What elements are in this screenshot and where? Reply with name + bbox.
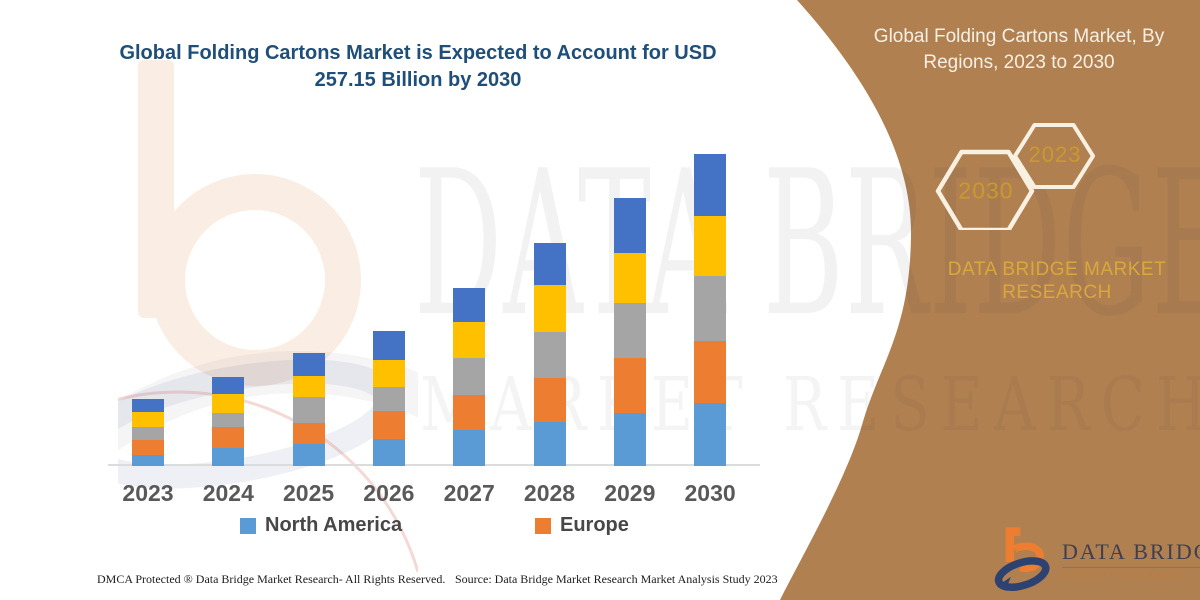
x-axis-baseline [108,464,760,466]
x-axis-label-2029: 2029 [604,480,656,506]
bar-segment [613,358,646,413]
bar-segment [453,358,486,395]
legend-label: North America [265,514,403,536]
x-axis-label-2027: 2027 [443,480,495,506]
x-axis-labels: 2023 2024 2025 2026 2027 2028 2029 2030 [100,480,760,506]
data-bridge-logo-icon [994,527,1050,592]
side-panel-title: Global Folding Cartons Market, By Region… [845,24,1193,76]
bar-2027 [453,288,486,466]
bar-segment [212,413,245,427]
hexagon-2023 [1013,123,1095,189]
legend-label: Europe [560,514,629,536]
bar-2023 [132,399,164,466]
x-axis-label-2025: 2025 [283,480,335,506]
bar-segment [613,303,646,358]
legend-item-europe: Europe [535,514,629,537]
bar-segment [372,331,405,360]
bar-segment [694,341,727,403]
bar-2028 [533,243,566,466]
bar-segment [694,403,727,466]
hexagon-2030 [935,149,1035,230]
bar-segment [132,455,164,466]
bar-segment [453,322,486,358]
chart-title: Global Folding Cartons Market is Expecte… [102,40,734,94]
bar-segment [212,377,245,394]
bar-segment [694,216,727,276]
logo-name: DATA BRIDGE [1062,539,1200,568]
stacked-bar-chart [100,140,760,466]
bar-segment [132,427,164,440]
bar-segment [132,440,164,455]
bar-segment [292,353,325,376]
source-text: Source: Data Bridge Market Research Mark… [455,572,778,586]
bar-2029 [613,198,646,466]
legend-swatch [535,517,551,534]
hexagon-graphics [935,123,1095,230]
hexagon-year-2023: 2023 [1028,142,1082,167]
brand-wordmark: DATA BRIDGE MARKET RESEARCH [928,258,1186,304]
bar-segment [212,427,245,448]
chart-title-line1: Global Folding Cartons Market is Expecte… [119,42,717,64]
hexagon-year-2030: 2030 [958,177,1014,204]
legend-swatch [240,517,256,534]
bar-segment [372,387,405,411]
bar-segment [292,376,325,397]
bar-segment [292,444,325,466]
brand-line2: RESEARCH [1002,282,1112,303]
logo-words: DATA BRIDGE MARKET RESEARCH [1062,539,1200,580]
bar-2030 [694,154,727,466]
bar-segment [533,422,566,466]
bar-segment [292,423,325,444]
bar-2025 [292,353,325,466]
copyright-text: DMCA Protected ® Data Bridge Market Rese… [97,572,446,586]
legend-item-north-america: North America [240,514,402,537]
bar-segment [613,413,646,466]
side-panel-title-line1: Global Folding Cartons Market, By [873,26,1165,47]
bar-segment [694,154,727,216]
bar-segment [372,439,405,466]
bar-segment [533,332,566,378]
bar-segment [372,411,405,439]
logo-tagline: MARKET RESEARCH [1062,570,1187,580]
bar-segment [453,395,486,430]
bar-segment [292,397,325,423]
bar-segment [694,276,727,341]
bar-2024 [212,377,245,466]
side-panel-title-line2: Regions, 2023 to 2030 [923,52,1115,73]
x-axis-label-2024: 2024 [202,480,254,506]
chart-title-line2: 257.15 Billion by 2030 [314,69,522,91]
company-logo: DATA BRIDGE MARKET RESEARCH [992,524,1200,594]
x-axis-label-2028: 2028 [523,480,576,506]
bar-segment [533,243,566,285]
x-axis-label-2023: 2023 [122,480,174,506]
brand-line1: DATA BRIDGE MARKET [947,259,1167,280]
bar-segment [212,448,245,466]
bar-segment [372,360,405,387]
x-axis-label-2030: 2030 [684,480,736,506]
bar-segment [453,288,486,322]
chart-legend: North America Europe [100,514,760,538]
bar-segment [613,198,646,253]
bar-segment [212,394,245,413]
bar-segment [533,378,566,422]
bar-segment [132,399,164,412]
bar-2026 [372,331,405,466]
bar-segment [613,253,646,303]
side-panel-shape [780,0,1200,600]
bar-segment [132,412,164,427]
bar-segment [453,430,486,466]
bar-segment [533,285,566,332]
x-axis-label-2026: 2026 [363,480,415,506]
